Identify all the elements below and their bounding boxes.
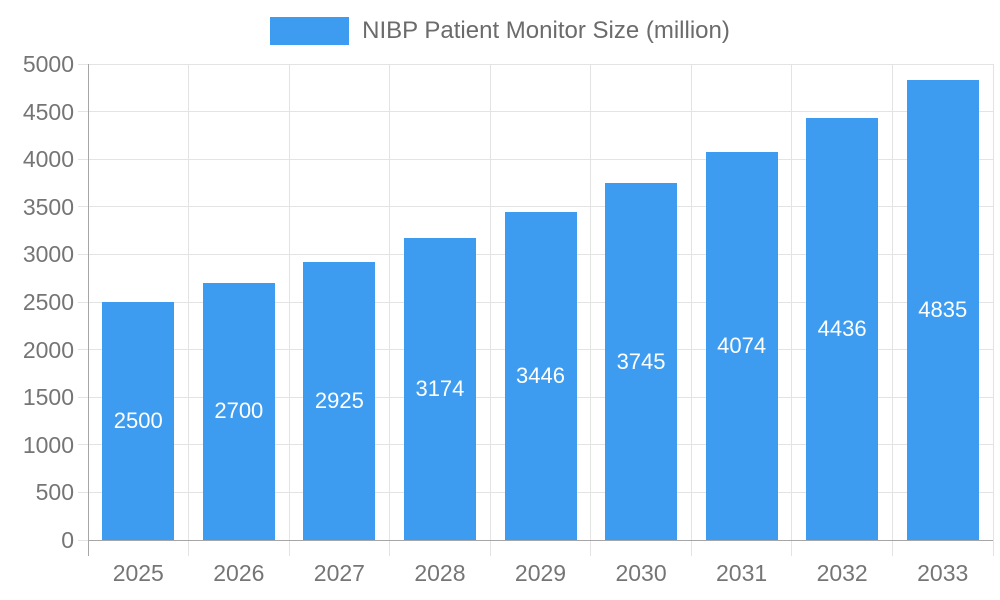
legend-label: NIBP Patient Monitor Size (million) <box>362 17 730 44</box>
gridline-vertical <box>489 64 491 556</box>
gridline-horizontal <box>78 111 993 113</box>
y-axis-tick-label: 4500 <box>22 98 74 125</box>
bar-value-label: 4436 <box>817 315 867 341</box>
x-axis-tick-label: 2027 <box>313 560 365 586</box>
gridline-vertical <box>188 64 190 556</box>
bar: 3174 <box>403 237 476 540</box>
x-axis-line <box>88 539 993 541</box>
y-axis-tick-label: 2000 <box>22 336 74 363</box>
y-axis-tick-label: 2500 <box>22 289 74 315</box>
y-axis-line <box>87 64 89 556</box>
gridline-vertical <box>690 64 692 556</box>
bar: 4074 <box>705 152 778 540</box>
x-axis-tick-label: 2026 <box>213 560 265 586</box>
x-axis-tick-label: 2033 <box>917 560 969 586</box>
x-axis-tick-label: 2031 <box>716 560 768 586</box>
legend-swatch <box>270 17 350 45</box>
gridline-vertical <box>791 64 793 556</box>
gridline-horizontal <box>78 206 993 208</box>
bar: 3446 <box>504 211 577 540</box>
bar-value-label: 3174 <box>415 375 465 401</box>
bar: 2700 <box>202 282 275 540</box>
bar-value-label: 2700 <box>214 398 264 424</box>
bar-value-label: 2500 <box>113 408 163 433</box>
bar-value-label: 3446 <box>516 362 565 388</box>
bar: 2500 <box>102 302 175 540</box>
y-axis-zero-tick <box>78 539 88 541</box>
gridline-vertical <box>891 64 893 556</box>
bar: 4436 <box>806 117 879 540</box>
gridline-horizontal <box>78 158 993 160</box>
bar-value-label: 3745 <box>616 348 666 374</box>
y-axis-tick-label: 1500 <box>22 384 74 411</box>
bar-value-label: 4835 <box>918 296 968 322</box>
gridline-vertical <box>389 64 391 556</box>
gridline-horizontal <box>78 63 993 65</box>
bar-value-label: 4074 <box>717 333 767 359</box>
x-axis-tick-label: 2029 <box>514 560 567 586</box>
y-axis-tick-label: 4000 <box>22 146 74 173</box>
y-axis-tick-label: 1000 <box>22 431 74 458</box>
gridline-vertical <box>590 64 592 556</box>
y-axis-tick-label: 0 <box>61 527 74 553</box>
bar-value-label: 2925 <box>314 387 364 413</box>
bar: 2925 <box>303 261 376 540</box>
gridline-vertical <box>288 64 290 556</box>
x-axis-tick-label: 2025 <box>112 560 164 586</box>
y-axis-tick-label: 3000 <box>22 241 74 268</box>
gridline-vertical <box>992 64 994 556</box>
x-axis-tick-label: 2030 <box>615 560 667 586</box>
bar: 3745 <box>605 183 678 540</box>
x-axis-tick-label: 2032 <box>816 560 868 586</box>
bar: 4835 <box>906 79 979 540</box>
y-axis-tick-label: 3500 <box>22 193 74 220</box>
y-axis-tick-label: 5000 <box>22 51 74 77</box>
y-axis-tick-label: 500 <box>35 479 74 506</box>
legend[interactable]: NIBP Patient Monitor Size (million) <box>0 16 1000 46</box>
x-axis-tick-label: 2028 <box>414 560 466 586</box>
